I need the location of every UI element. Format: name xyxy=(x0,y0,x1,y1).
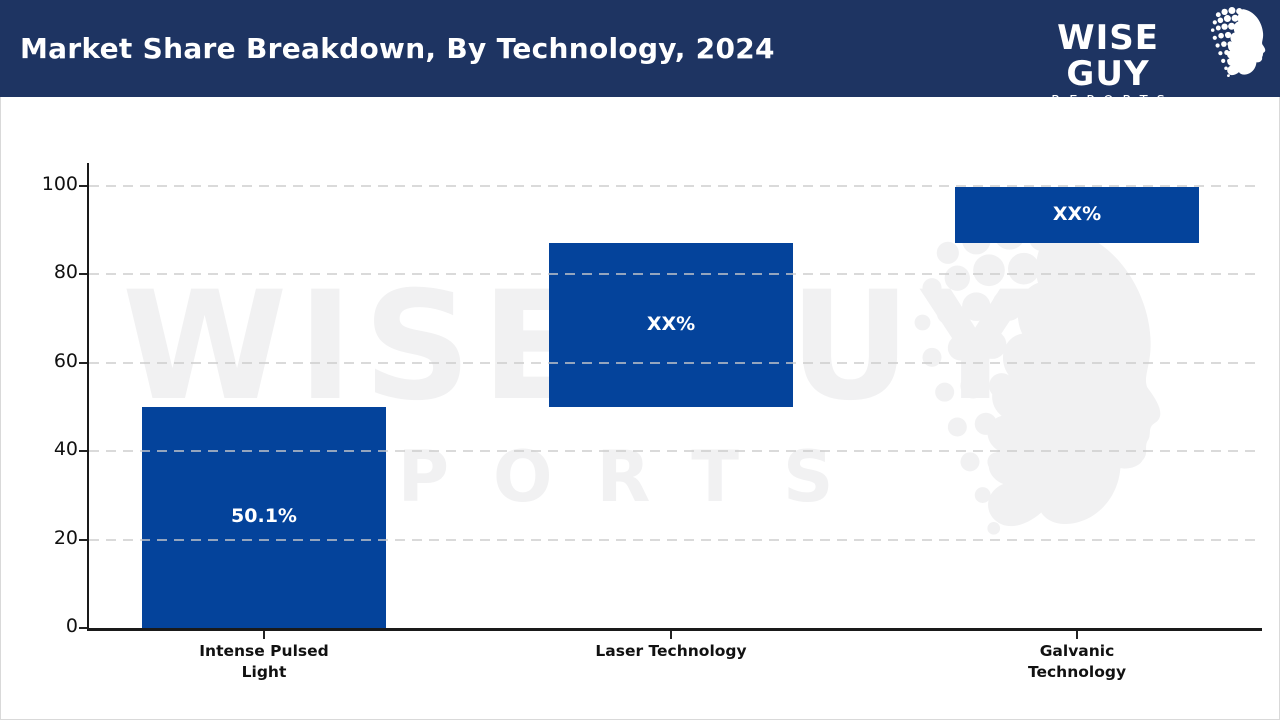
ytick-label-80: 80 xyxy=(53,261,78,284)
xcat-label-2: Galvanic Technology xyxy=(1027,642,1127,681)
x-axis-line xyxy=(87,628,1262,631)
xtick-mark-1 xyxy=(670,631,672,639)
logo-wordmark: WISE GUY xyxy=(1057,18,1159,94)
dotted-head-icon xyxy=(1210,7,1266,77)
gridline-60 xyxy=(89,361,1262,364)
page-title: Market Share Breakdown, By Technology, 2… xyxy=(20,32,775,65)
bar-value-label-2: XX% xyxy=(1052,203,1102,226)
ytick-mark-60 xyxy=(79,361,87,364)
logo-subtitle: REPORTS xyxy=(1051,94,1174,109)
xtick-mark-0 xyxy=(263,631,265,639)
ytick-label-40: 40 xyxy=(53,438,78,461)
header-band: Market Share Breakdown, By Technology, 2… xyxy=(0,0,1280,109)
ytick-label-0: 0 xyxy=(65,615,78,637)
gridline-80 xyxy=(89,273,1262,276)
ytick-mark-40 xyxy=(79,450,87,453)
xtick-mark-2 xyxy=(1076,631,1078,639)
gridline-20 xyxy=(89,538,1262,541)
xcat-label-1: Laser Technology xyxy=(595,642,747,660)
ytick-label-100: 100 xyxy=(41,173,78,195)
y-axis-line xyxy=(87,163,89,630)
gridline-100 xyxy=(89,185,1262,187)
ytick-label-20: 20 xyxy=(53,526,78,549)
wiseguy-logo: WISE GUY REPORTS xyxy=(1010,4,1268,109)
bar-1 xyxy=(549,243,793,407)
bar-0 xyxy=(142,406,386,628)
ytick-mark-0 xyxy=(79,627,87,629)
xcat-label-0: Intense Pulsed Light xyxy=(199,642,329,681)
bar-value-label-0: 50.1% xyxy=(231,505,297,528)
ytick-label-60: 60 xyxy=(53,349,78,372)
face-profile xyxy=(1227,9,1266,76)
wiseguy-logo-text: WISE GUY REPORTS xyxy=(1010,20,1206,109)
gridline-40 xyxy=(89,450,1262,453)
ytick-mark-20 xyxy=(79,538,87,541)
ytick-mark-100 xyxy=(79,185,87,187)
ytick-mark-80 xyxy=(79,273,87,276)
bar-value-label-1: XX% xyxy=(646,312,696,335)
